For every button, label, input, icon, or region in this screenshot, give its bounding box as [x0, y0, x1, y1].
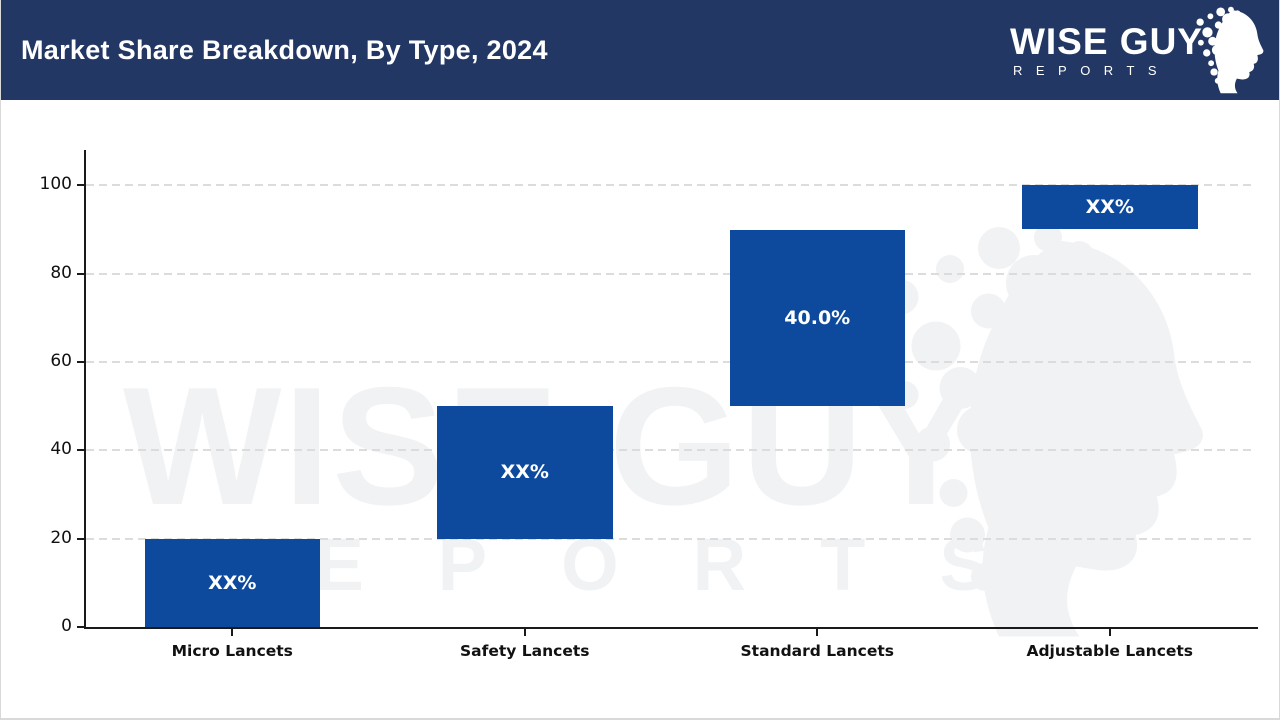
y-axis-line [84, 150, 86, 629]
wiseguy-logo-text: WISE GUY REPORTS [1010, 23, 1203, 77]
bar: XX% [1022, 185, 1198, 230]
watermark-head-icon [883, 223, 1203, 637]
gridline [86, 184, 1256, 187]
logo-brand-name: WISE GUY [1009, 21, 1203, 62]
gridline [86, 537, 1256, 540]
bar-value-label: 40.0% [784, 306, 851, 329]
bar-value-label: XX% [208, 571, 257, 594]
gridline [86, 361, 1256, 363]
y-tick-label: 20 [50, 527, 72, 548]
watermark-text-secondary: REPORTS [187, 523, 1063, 606]
gridline [86, 449, 1256, 452]
x-axis-tick [1108, 629, 1111, 636]
y-axis-tick [77, 626, 84, 628]
gridline [86, 272, 1256, 275]
x-category-label: Standard Lancets [740, 642, 894, 660]
y-axis-tick [77, 272, 84, 275]
x-axis-tick [816, 629, 819, 636]
x-category-label: Safety Lancets [460, 642, 590, 660]
bar: 40.0% [729, 229, 905, 407]
y-axis-tick [77, 184, 84, 187]
wiseguy-head-icon [1196, 6, 1264, 94]
y-tick-label: 100 [39, 174, 72, 195]
y-axis-tick [77, 537, 84, 540]
header-banner: Market Share Breakdown, By Type, 2024 WI… [1, 0, 1279, 100]
y-tick-label: 80 [50, 262, 72, 283]
x-axis-tick [231, 629, 234, 636]
y-tick-label: 0 [61, 616, 72, 636]
x-category-label: Adjustable Lancets [1026, 642, 1194, 660]
x-category-label: Micro Lancets [171, 642, 293, 660]
page-title: Market Share Breakdown, By Type, 2024 [21, 34, 548, 65]
chart-area: WISE GUY REPORTS 0 20 40 60 80 100 XX% Micro La… [1, 100, 1280, 718]
x-axis-line [84, 627, 1258, 629]
y-axis-tick [77, 361, 84, 363]
y-axis-tick [77, 449, 84, 452]
y-tick-label: 40 [50, 439, 72, 460]
bar: XX% [437, 406, 613, 539]
plot-area: 0 20 40 60 80 100 XX% Micro Lancets XX% Safety La… [40, 150, 1258, 660]
bar: XX% [144, 538, 320, 627]
y-tick-label: 60 [50, 351, 72, 371]
x-axis-tick [523, 629, 526, 636]
wiseguy-logo: WISE GUY REPORTS [1010, 0, 1267, 100]
bar-value-label: XX% [1085, 196, 1134, 219]
bar-value-label: XX% [500, 461, 549, 484]
logo-brand-subtitle: REPORTS [1012, 63, 1171, 78]
